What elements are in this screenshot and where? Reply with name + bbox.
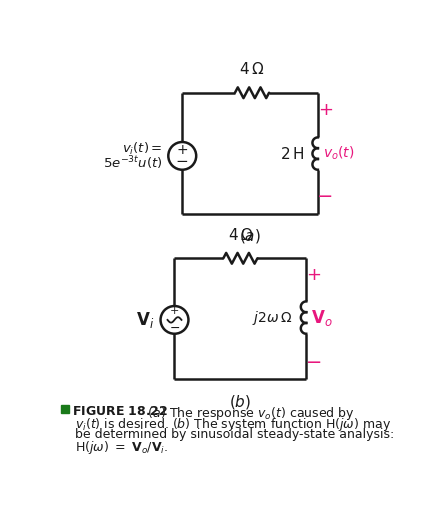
Text: $4\,\Omega$: $4\,\Omega$ [227,227,253,243]
Text: −: − [175,154,188,169]
Text: $2\,\mathrm{H}$: $2\,\mathrm{H}$ [279,145,303,161]
Text: $v_o(t)$: $v_o(t)$ [322,145,353,162]
Text: $5e^{-3t}u(t)$: $5e^{-3t}u(t)$ [102,154,162,171]
Text: $\mathbf{V}_o$: $\mathbf{V}_o$ [310,307,332,327]
Text: −: − [305,353,322,372]
Text: $j2\omega\,\Omega$: $j2\omega\,\Omega$ [251,308,292,326]
Text: −: − [169,322,179,335]
Text: +: + [176,143,187,158]
Text: $\bf{FIGURE\ 18.22}$: $\bf{FIGURE\ 18.22}$ [72,405,168,417]
Text: +: + [306,266,321,284]
Text: +: + [317,101,332,118]
Text: $(a)$ The response $v_o(t)$ caused by: $(a)$ The response $v_o(t)$ caused by [139,405,354,422]
Text: be determined by sinusoidal steady-state analysis:: be determined by sinusoidal steady-state… [74,427,393,441]
Text: $v_i(t)$ is desired. $(b)$ The system function H$(j\omega)$ may: $v_i(t)$ is desired. $(b)$ The system fu… [74,416,390,433]
Text: $(a)$: $(a)$ [239,227,260,245]
Text: $4\,\Omega$: $4\,\Omega$ [239,61,264,77]
Text: $\mathbf{V}_i$: $\mathbf{V}_i$ [136,310,154,330]
Text: $v_i(t) =$: $v_i(t) =$ [122,141,162,157]
Text: +: + [169,306,179,316]
Bar [60,405,69,413]
Text: H$(j\omega)$ $=$ $\mathbf{V}_o$/$\mathbf{V}_i$.: H$(j\omega)$ $=$ $\mathbf{V}_o$/$\mathbf… [74,439,168,456]
Text: −: − [317,187,333,206]
Text: $(b)$: $(b)$ [229,393,251,411]
